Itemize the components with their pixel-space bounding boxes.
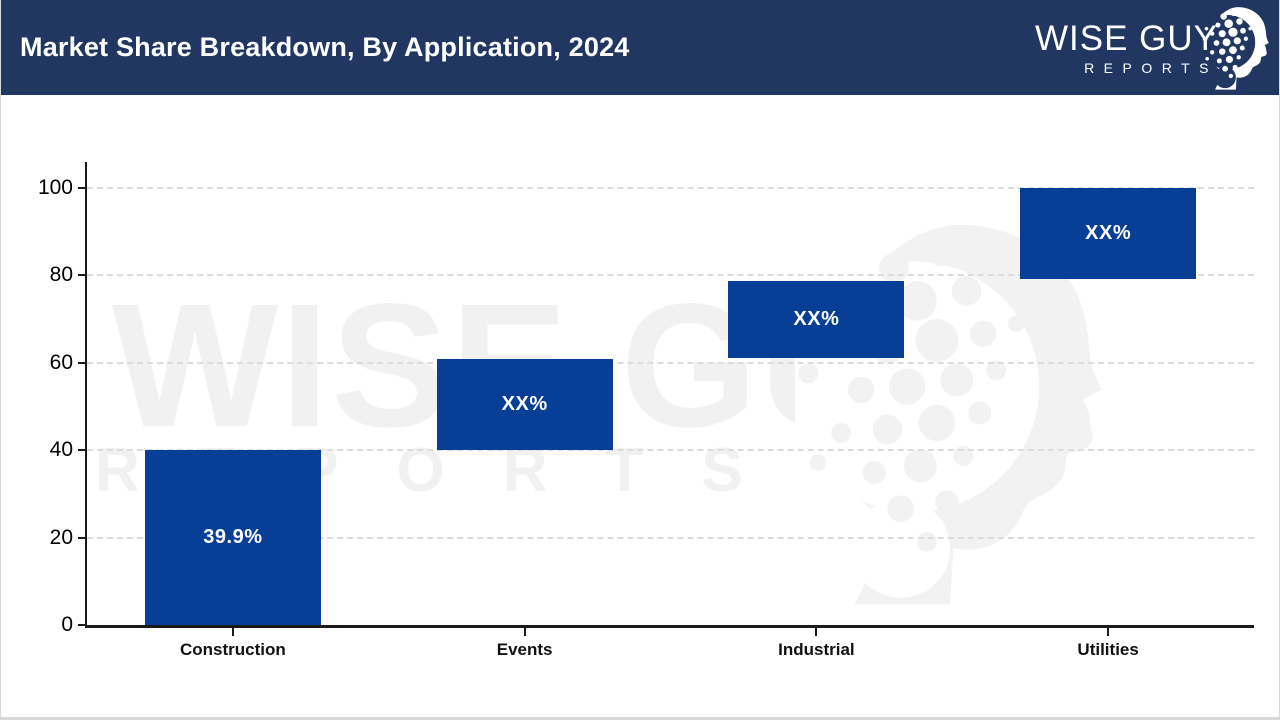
gridline-y-100 <box>87 186 1254 189</box>
x-tick-mark-events <box>523 628 526 636</box>
bar-utilities: XX% <box>1020 187 1197 280</box>
chart-title: Market Share Breakdown, By Application, … <box>20 32 630 62</box>
gridline-y-40 <box>87 449 1254 451</box>
y-tick-mark-20 <box>78 536 86 539</box>
bar-value-label: XX% <box>1085 221 1132 244</box>
x-category-label-construction: Construction <box>179 640 286 659</box>
gridline-y-20 <box>87 536 1254 539</box>
y-tick-label-40: 40 <box>49 438 73 461</box>
y-tick-mark-0 <box>78 624 86 626</box>
x-tick-mark-utilities <box>1107 628 1110 636</box>
gridline-y-80 <box>87 274 1254 276</box>
y-axis-line <box>85 162 87 628</box>
bar-construction: 39.9% <box>144 450 321 625</box>
gridline-y-60 <box>87 361 1254 364</box>
logo-wordmark: WISE GUY REPORTS <box>1034 19 1218 77</box>
y-tick-mark-60 <box>78 361 86 364</box>
x-category-label-utilities: Utilities <box>1077 640 1139 659</box>
y-tick-label-100: 100 <box>37 175 73 199</box>
bar-value-label: XX% <box>501 393 548 416</box>
logo-wordmark-line1: WISE GUY <box>1034 19 1218 58</box>
x-category-label-industrial: Industrial <box>778 640 855 659</box>
x-tick-mark-construction <box>231 628 234 636</box>
bar-value-label: XX% <box>793 307 840 330</box>
y-tick-label-0: 0 <box>61 613 73 636</box>
y-tick-mark-80 <box>78 274 86 276</box>
y-tick-mark-40 <box>78 449 86 451</box>
bar-industrial: XX% <box>728 280 905 359</box>
y-tick-label-20: 20 <box>49 525 73 549</box>
logo-wordmark-line2: REPORTS <box>1084 60 1218 76</box>
y-tick-label-60: 60 <box>49 350 73 374</box>
bar-events: XX% <box>436 359 613 451</box>
header-bar: Market Share Breakdown, By Application, … <box>0 0 1280 95</box>
y-tick-mark-100 <box>78 186 86 189</box>
y-tick-label-80: 80 <box>49 263 73 286</box>
x-category-label-events: Events <box>496 640 553 659</box>
wise-guy-reports-logo: WISE GUY REPORTS <box>1035 5 1274 91</box>
x-axis-line <box>85 625 1254 628</box>
bar-value-label: 39.9% <box>203 526 263 549</box>
x-tick-mark-industrial <box>815 628 818 636</box>
